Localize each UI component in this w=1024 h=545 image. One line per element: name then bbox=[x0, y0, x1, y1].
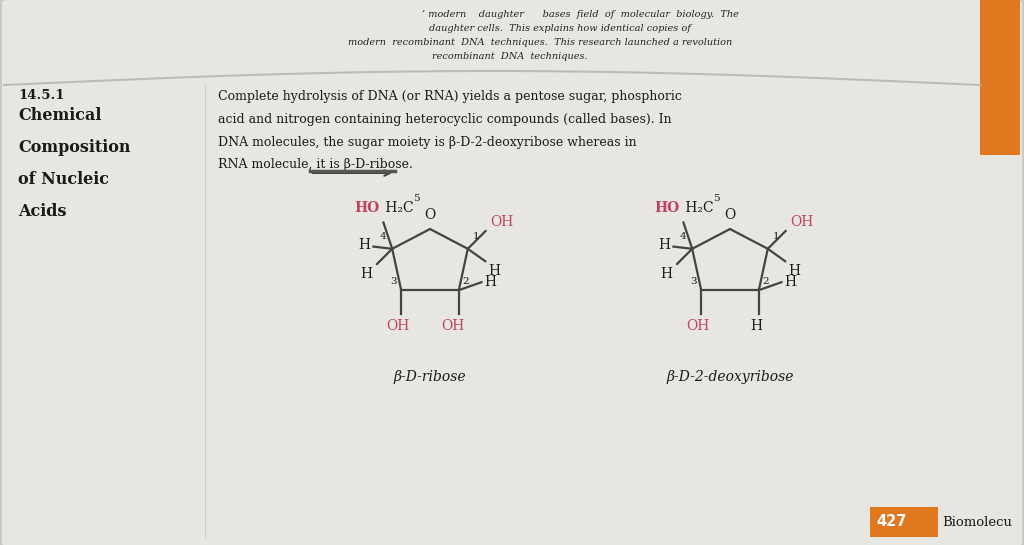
Text: O: O bbox=[424, 208, 435, 222]
Text: modern  recombinant  DNA  techniques.  This research launched a revolution: modern recombinant DNA techniques. This … bbox=[348, 38, 732, 47]
Text: 5: 5 bbox=[414, 193, 420, 203]
Text: 3: 3 bbox=[690, 277, 697, 286]
Text: 1: 1 bbox=[473, 232, 479, 241]
Text: Chemical: Chemical bbox=[18, 107, 101, 124]
Text: ’ modern    daughter      bases  field  of  molecular  biology.  The: ’ modern daughter bases field of molecul… bbox=[422, 10, 738, 19]
Text: Complete hydrolysis of DNA (or RNA) yields a pentose sugar, phosphoric: Complete hydrolysis of DNA (or RNA) yiel… bbox=[218, 90, 682, 103]
Text: recombinant  DNA  techniques.: recombinant DNA techniques. bbox=[432, 52, 588, 61]
Text: H: H bbox=[658, 238, 671, 252]
Text: 2: 2 bbox=[763, 277, 769, 286]
Text: H: H bbox=[484, 275, 497, 289]
Text: Acids: Acids bbox=[18, 203, 67, 220]
Text: β-D-2-deoxyribose: β-D-2-deoxyribose bbox=[667, 370, 794, 384]
Text: OH: OH bbox=[686, 319, 710, 333]
Text: H₂C: H₂C bbox=[381, 201, 414, 215]
Text: acid and nitrogen containing heterocyclic compounds (called bases). In: acid and nitrogen containing heterocycli… bbox=[218, 113, 672, 126]
Text: 1: 1 bbox=[773, 232, 779, 241]
Text: 2: 2 bbox=[463, 277, 469, 286]
Bar bbox=[980, 0, 1020, 155]
Text: OH: OH bbox=[387, 319, 410, 333]
Text: 5: 5 bbox=[714, 193, 720, 203]
Text: H: H bbox=[488, 264, 501, 278]
Text: H: H bbox=[358, 238, 371, 252]
Text: OH: OH bbox=[441, 319, 465, 333]
Text: β-D-ribose: β-D-ribose bbox=[393, 370, 466, 384]
Text: H: H bbox=[660, 267, 672, 281]
Text: H₂C: H₂C bbox=[681, 201, 714, 215]
Text: H: H bbox=[784, 275, 797, 289]
Text: Biomolecu: Biomolecu bbox=[942, 516, 1012, 529]
Text: O: O bbox=[724, 208, 735, 222]
Text: of Nucleic: of Nucleic bbox=[18, 171, 109, 188]
Text: daughter cells.  This explains how identical copies of: daughter cells. This explains how identi… bbox=[429, 24, 691, 33]
Text: HO: HO bbox=[354, 201, 380, 215]
Text: HO: HO bbox=[654, 201, 680, 215]
Bar bbox=[870, 507, 938, 537]
Text: 4: 4 bbox=[380, 232, 386, 241]
Text: Composition: Composition bbox=[18, 139, 130, 156]
Text: H: H bbox=[750, 319, 762, 333]
Text: H: H bbox=[788, 264, 800, 278]
Text: DNA molecules, the sugar moiety is β-D-2-deoxyribose whereas in: DNA molecules, the sugar moiety is β-D-2… bbox=[218, 136, 637, 149]
Text: OH: OH bbox=[791, 215, 814, 229]
Text: H: H bbox=[360, 267, 372, 281]
Text: OH: OH bbox=[490, 215, 514, 229]
Text: 427: 427 bbox=[876, 514, 906, 530]
Text: 4: 4 bbox=[680, 232, 686, 241]
Text: 3: 3 bbox=[390, 277, 397, 286]
Text: RNA molecule, it is β-D-ribose.: RNA molecule, it is β-D-ribose. bbox=[218, 158, 413, 171]
Text: 14.5.1: 14.5.1 bbox=[18, 89, 65, 102]
